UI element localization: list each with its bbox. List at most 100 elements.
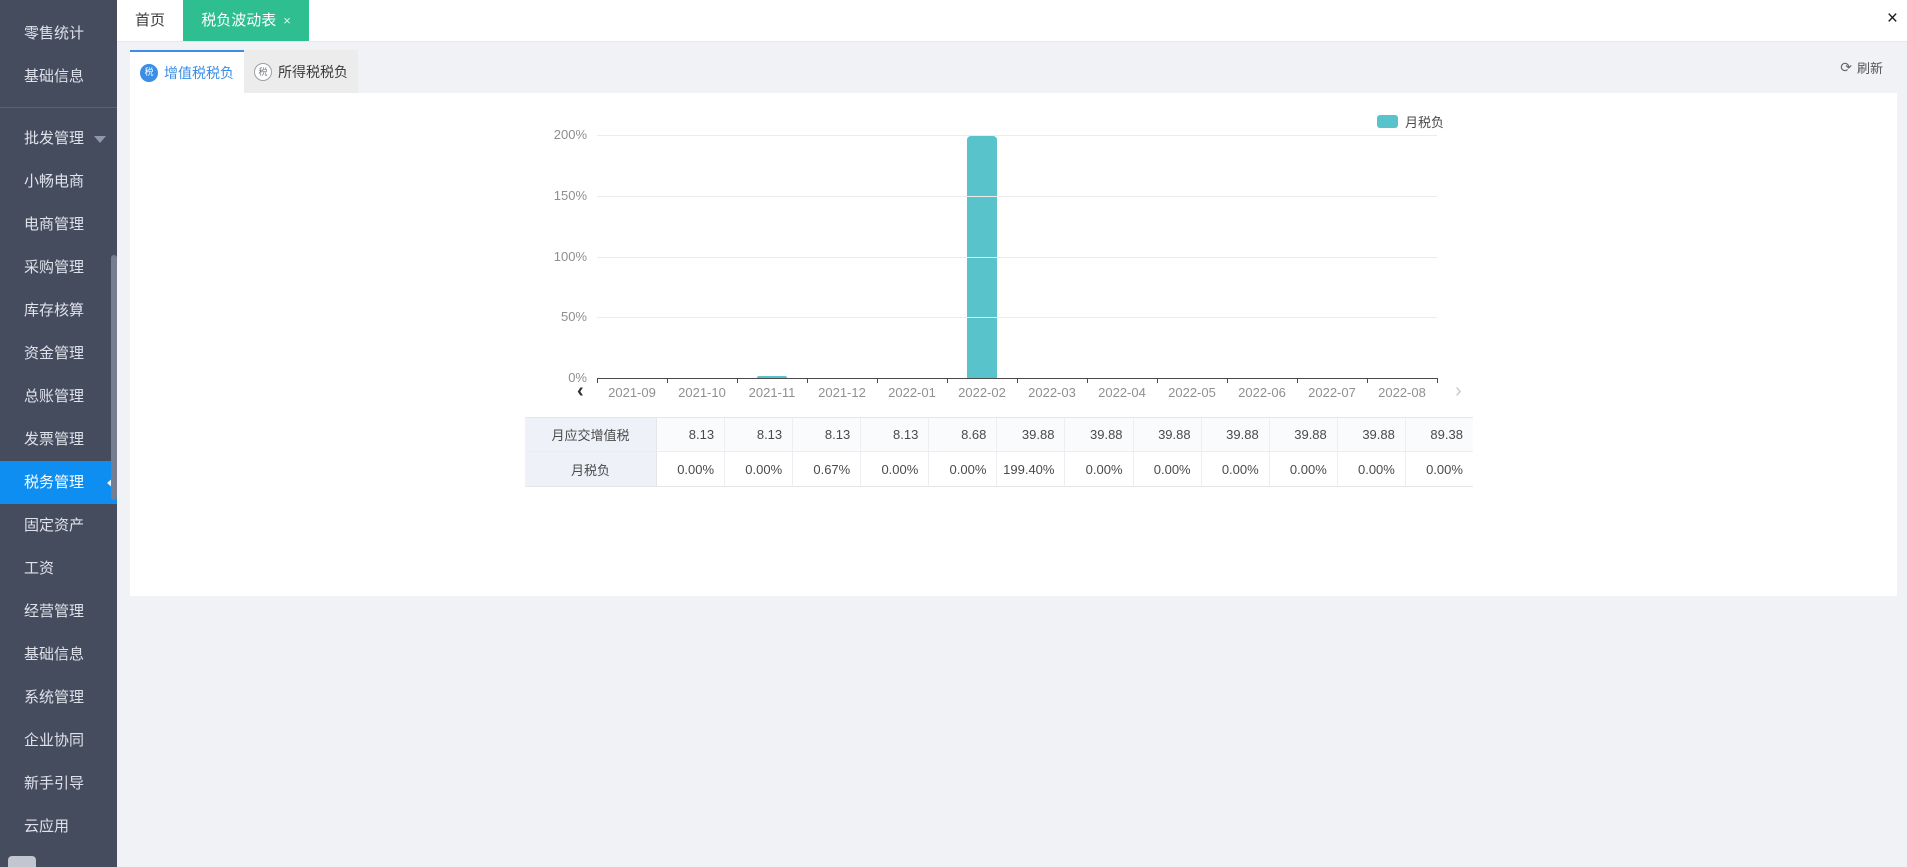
chart-slot	[737, 135, 807, 378]
table-cell: 8.68	[929, 418, 998, 451]
sidebar-item-label: 固定资产	[24, 517, 85, 534]
table-cell: 39.88	[1065, 418, 1134, 451]
sidebar-item[interactable]: 云应用	[0, 805, 117, 848]
sidebar-item-label: 发票管理	[24, 431, 85, 448]
table-cell: 8.13	[657, 418, 726, 451]
sidebar-scrollbar-thumb[interactable]	[111, 255, 117, 500]
table-cell: 0.00%	[1426, 461, 1463, 477]
y-axis-tick-label: 200%	[553, 127, 587, 142]
tab-income-label: 所得税税负	[278, 63, 348, 80]
top-tab-bar: 首页 税负波动表 × ×	[117, 0, 1907, 42]
sidebar-collapse-button[interactable]	[8, 856, 36, 867]
table-cell: 8.13	[861, 418, 930, 451]
table-cell: 39.88	[1201, 418, 1270, 451]
sidebar-item[interactable]: 新手引导	[0, 762, 117, 805]
x-axis-tick	[667, 378, 668, 383]
sidebar-menu: 零售统计 基础信息 批发管理 小畅电商 电商管理 采购管理 库存核算 资金管理 总账管理 发票管理…	[0, 0, 117, 848]
x-axis-label: 2022-06	[1238, 385, 1286, 400]
sidebar-item-label: 总账管理	[24, 388, 85, 405]
x-axis-label: 2022-04	[1098, 385, 1146, 400]
sidebar-item-label: 系统管理	[24, 689, 85, 706]
sidebar-item-label: 云应用	[24, 818, 70, 835]
chart-pager-prev-icon[interactable]: ‹	[577, 380, 584, 402]
tab-close-icon[interactable]: ×	[283, 13, 291, 28]
tab-vat-label: 增值税税负	[164, 64, 234, 81]
sidebar-scrollbar-track	[111, 0, 117, 867]
sidebar-item-label: 批发管理	[24, 130, 85, 147]
refresh-icon: ⟳	[1840, 59, 1852, 75]
sidebar-item[interactable]: 经营管理	[0, 590, 117, 633]
x-axis-label: 2021-10	[678, 385, 726, 400]
sidebar-item[interactable]: 总账管理	[0, 375, 117, 418]
row-header-cell: 月应交增值税	[525, 418, 657, 451]
sidebar-divider	[0, 107, 117, 108]
x-axis-label: 2021-11	[748, 385, 796, 400]
x-axis-tick	[1297, 378, 1298, 383]
sidebar-item[interactable]: 资金管理	[0, 332, 117, 375]
gridline	[597, 195, 1437, 197]
y-axis-tick-label: 50%	[560, 309, 587, 325]
tab-income-tax-burden[interactable]: 税 所得税税负	[244, 50, 358, 93]
sidebar-item[interactable]: 采购管理	[0, 246, 117, 289]
x-axis-tick	[737, 378, 738, 383]
x-axis-tick	[597, 378, 598, 383]
sidebar: 零售统计 基础信息 批发管理 小畅电商 电商管理 采购管理 库存核算 资金管理 总账管理 发票管理…	[0, 0, 117, 867]
tab-tax-fluctuation-label: 税负波动表	[201, 11, 277, 29]
table-cell: 39.88	[997, 418, 1066, 451]
x-axis-tick	[807, 378, 808, 383]
table-row: 月税负 0.00% 0.00% 0.67% 0.00% 0.00% 199.40% 0.00%…	[525, 452, 1473, 486]
sidebar-item[interactable]: 库存核算	[0, 289, 117, 332]
sidebar-item[interactable]: 系统管理	[0, 676, 117, 719]
income-tax-icon: 税	[254, 62, 272, 81]
bar-chart-plot: 0% 50% 100% 150% 200% 2021-09 2021-10 2021-11 20…	[554, 127, 1438, 400]
table-cell: 0.00%	[1065, 452, 1134, 486]
x-axis-tick	[1087, 378, 1088, 383]
x-axis-label: 2022-05	[1168, 385, 1216, 400]
content-tabs: 税 增值税税负 税 所得税税负	[130, 50, 358, 93]
bar-2021-11[interactable]	[757, 376, 787, 378]
sidebar-item[interactable]: 工资	[0, 547, 117, 590]
tab-tax-fluctuation[interactable]: 税负波动表 ×	[183, 0, 310, 41]
sidebar-item[interactable]: 企业协同	[0, 719, 117, 762]
sidebar-item[interactable]: 发票管理	[0, 418, 117, 461]
sidebar-item[interactable]: 基础信息	[0, 55, 117, 98]
table-row: 月应交增值税 8.13 8.13 8.13 8.13 8.68 39.88 39.88 39.8…	[525, 418, 1473, 452]
table-cell: 0.00%	[1270, 452, 1338, 486]
vat-tax-icon: 税	[140, 63, 158, 82]
table-cell: 0.00%	[1202, 452, 1270, 486]
report-panel: 月税负 0% 50% 100% 150% 200% 2021-09 2021-10 2021-…	[130, 93, 1897, 596]
sidebar-item[interactable]: 小畅电商	[0, 160, 117, 203]
active-item-arrow-icon	[107, 476, 114, 489]
table-cell: 8.13	[793, 418, 862, 451]
table-cell: 0.00%	[1134, 452, 1202, 486]
x-axis-tick	[1157, 378, 1158, 383]
x-axis-tick	[947, 378, 948, 383]
refresh-label: 刷新	[1856, 61, 1883, 76]
sidebar-item-label: 基础信息	[24, 68, 85, 85]
sidebar-item[interactable]: 基础信息	[0, 633, 117, 676]
chart-pager-next-icon[interactable]: ›	[1455, 380, 1462, 402]
sidebar-item[interactable]: 固定资产	[0, 504, 117, 547]
table-cell: 39.88	[1269, 418, 1338, 451]
x-axis-label: 2022-01	[888, 385, 936, 400]
gridline	[597, 317, 1437, 319]
tab-vat-tax-burden[interactable]: 税 增值税税负	[130, 50, 244, 93]
x-axis-label: 2022-03	[1028, 385, 1076, 400]
sidebar-item[interactable]: 电商管理	[0, 203, 117, 246]
tab-home[interactable]: 首页	[135, 12, 166, 29]
sidebar-item[interactable]: 零售统计	[0, 12, 117, 55]
sidebar-item-active[interactable]: 税务管理	[0, 461, 117, 504]
sidebar-item-label: 税务管理	[24, 474, 85, 491]
x-axis-label: 2021-09	[608, 385, 656, 400]
legend-label: 月税负	[1405, 115, 1445, 130]
chart-legend[interactable]: 月税负	[1377, 112, 1444, 131]
y-axis-tick-label: 100%	[553, 248, 587, 264]
x-axis-tick	[1017, 378, 1018, 383]
chevron-down-icon	[94, 135, 107, 143]
workspace: 税 增值税税负 税 所得税税负 ⟳ 刷新 月税负 0% 50% 100% 150% 20…	[117, 42, 1907, 867]
sidebar-item-label: 企业协同	[24, 732, 85, 749]
refresh-button[interactable]: ⟳ 刷新	[1840, 58, 1883, 77]
sidebar-item-label: 零售统计	[24, 25, 85, 42]
sidebar-item[interactable]: 批发管理	[0, 117, 117, 160]
window-close-icon[interactable]: ×	[1886, 8, 1898, 29]
